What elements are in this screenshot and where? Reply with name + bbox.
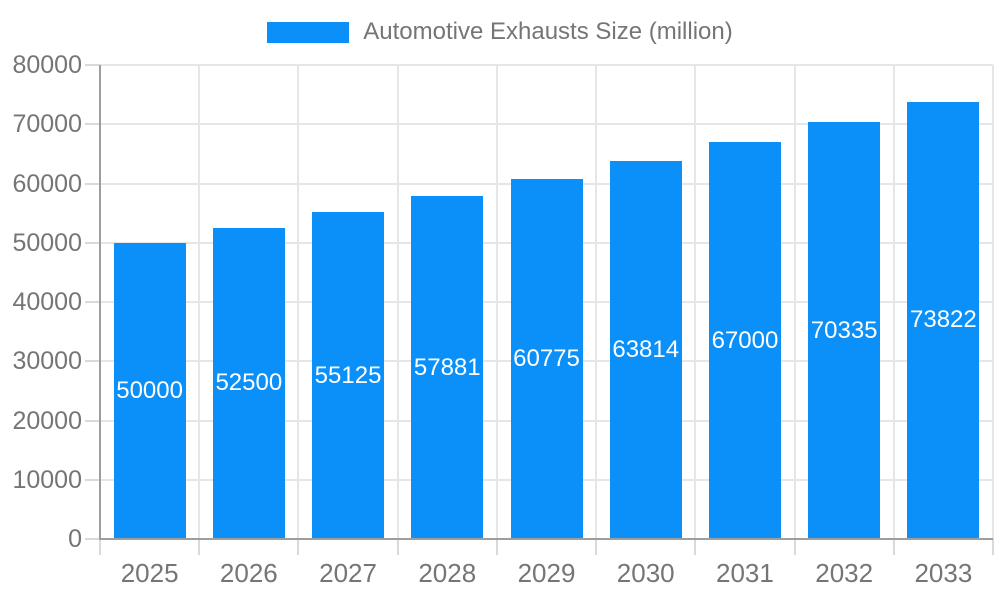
y-tick-mark [85, 301, 100, 303]
x-tick-mark [396, 539, 399, 555]
gridline-horizontal [100, 64, 993, 66]
gridline-vertical [694, 65, 697, 539]
x-tick-mark [992, 539, 994, 555]
x-tick-mark [99, 539, 101, 555]
legend-label: Automotive Exhausts Size (million) [363, 18, 733, 45]
y-tick-label: 80000 [12, 51, 82, 79]
bar: 67000 [708, 142, 781, 539]
y-axis-line [99, 65, 101, 539]
y-tick-mark [85, 360, 100, 363]
x-tick-label: 2030 [616, 558, 675, 588]
x-tick-label: 2033 [914, 558, 973, 588]
y-tick-mark [85, 538, 100, 540]
bar: 73822 [907, 101, 980, 539]
bar: 60775 [510, 178, 583, 539]
gridline-vertical [992, 65, 994, 539]
y-tick-label: 0 [68, 525, 82, 553]
bar: 55125 [312, 212, 385, 539]
x-tick-label: 2028 [418, 558, 477, 588]
bar-value-label: 55125 [314, 361, 382, 389]
x-axis-line [99, 538, 993, 540]
y-tick-mark [85, 478, 100, 481]
y-tick-label: 70000 [12, 110, 82, 139]
bar: 63814 [609, 160, 682, 539]
x-tick-mark [198, 539, 201, 555]
x-tick-mark [793, 539, 796, 555]
gridline-vertical [297, 65, 300, 539]
bar-value-label: 57881 [413, 353, 481, 381]
x-tick-mark [495, 539, 498, 555]
gridline-vertical [396, 65, 399, 539]
x-tick-label: 2031 [716, 558, 774, 588]
x-tick-label: 2032 [815, 558, 874, 588]
bar-value-label: 60775 [513, 344, 580, 372]
x-tick-label: 2029 [517, 558, 576, 588]
x-tick-mark [694, 539, 697, 555]
y-tick-label: 40000 [12, 288, 82, 316]
legend: Automotive Exhausts Size (million) [0, 18, 1000, 45]
y-tick-mark [85, 241, 100, 244]
bar-value-label: 63814 [612, 335, 680, 363]
y-tick-mark [85, 123, 100, 126]
y-tick-label: 50000 [12, 228, 82, 257]
y-tick-label: 10000 [12, 465, 82, 494]
bar-value-label: 73822 [910, 306, 977, 334]
x-tick-label: 2025 [120, 558, 179, 588]
bar-value-label: 70335 [810, 316, 878, 344]
bar-value-label: 50000 [116, 376, 183, 404]
y-tick-mark [85, 182, 100, 185]
y-tick-label: 60000 [12, 169, 82, 198]
bar: 50000 [113, 242, 186, 539]
y-tick-mark [85, 419, 100, 422]
gridline-vertical [793, 65, 796, 539]
plot-area: 50000 52500 55125 57881 60775 63814 67000 70335… [99, 64, 994, 540]
gridline-vertical [198, 65, 201, 539]
y-tick-label: 30000 [12, 347, 82, 376]
bar: 57881 [411, 196, 484, 539]
x-tick-mark [892, 539, 895, 555]
x-tick-mark [595, 539, 598, 555]
bar: 52500 [212, 227, 285, 539]
y-tick-mark [85, 64, 100, 66]
x-tick-label: 2027 [319, 558, 377, 588]
gridline-vertical [495, 65, 498, 539]
bar-value-label: 52500 [215, 369, 283, 397]
gridline-horizontal [100, 123, 993, 126]
gridline-vertical [595, 65, 598, 539]
x-tick-label: 2026 [219, 558, 278, 588]
bar: 70335 [808, 122, 881, 539]
legend-swatch [267, 21, 350, 43]
bar-value-label: 67000 [711, 326, 779, 354]
gridline-vertical [892, 65, 895, 539]
y-tick-label: 20000 [12, 406, 82, 435]
x-tick-mark [297, 539, 300, 555]
